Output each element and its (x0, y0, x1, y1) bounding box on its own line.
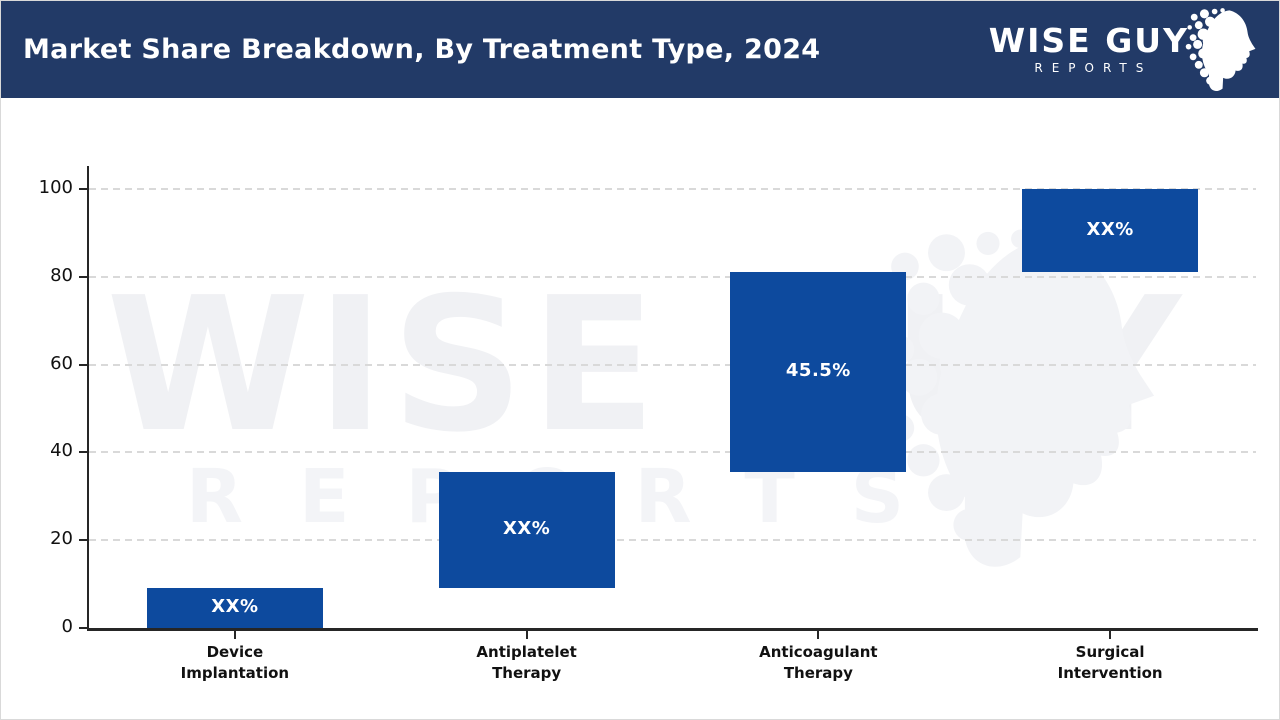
logo-subtitle: REPORTS (1034, 61, 1153, 75)
y-tick-mark (79, 188, 87, 190)
x-tick-mark (1109, 631, 1112, 639)
category-label-line: Device (206, 643, 264, 661)
category-label-line: Antiplatelet (476, 643, 577, 661)
gridline-60 (89, 363, 1256, 366)
y-tick-label: 20 (50, 528, 73, 550)
logo-wordmark: WISE GUY REPORTS (989, 24, 1189, 75)
bar-value-label: XX% (502, 518, 551, 540)
y-tick-mark (79, 363, 87, 366)
category-label: Anticoagulant Therapy (708, 642, 928, 684)
gridline-20 (89, 539, 1256, 542)
category-label: Antiplatelet Therapy (417, 642, 637, 684)
x-tick-mark (233, 631, 236, 639)
page-title: Market Share Breakdown, By Treatment Typ… (23, 34, 821, 65)
y-tick-label: 60 (50, 352, 73, 374)
y-tick-mark (79, 627, 87, 629)
bar-segment (146, 588, 323, 628)
y-tick-label: 40 (50, 440, 73, 462)
y-tick-label: 80 (50, 264, 73, 286)
gridline-100 (89, 188, 1256, 190)
x-tick-mark (525, 631, 528, 639)
category-label: Surgical Intervention (1000, 642, 1220, 684)
bar-segment (438, 472, 615, 589)
y-tick-mark (79, 451, 87, 454)
x-tick-mark (817, 631, 820, 639)
bar-value-label: 45.5% (785, 360, 851, 382)
y-axis-line (87, 166, 89, 631)
category-label-line: Implantation (180, 664, 290, 682)
gridline-80 (89, 275, 1256, 278)
category-label: Device Implantation (125, 642, 345, 684)
category-label-line: Anticoagulant (759, 643, 878, 661)
y-tick-mark (79, 539, 87, 542)
y-tick-label: 100 (38, 177, 73, 198)
dotted-head-icon (1185, 8, 1256, 91)
bar-value-label: XX% (211, 596, 259, 618)
category-label-line: Surgical (1075, 643, 1145, 661)
y-tick-mark (79, 275, 87, 278)
header-banner: Market Share Breakdown, By Treatment Typ… (1, 1, 1279, 98)
category-label-line: Intervention (1057, 664, 1163, 682)
x-axis-line (87, 628, 1258, 631)
wise-guy-logo: WISE GUY REPORTS (989, 7, 1259, 92)
category-label-line: Therapy (783, 664, 853, 682)
gridline-40 (89, 451, 1256, 454)
y-tick-label: 0 (61, 616, 73, 637)
logo-title: WISE GUY (988, 21, 1189, 60)
category-label-line: Therapy (492, 664, 562, 682)
bar-value-label: XX% (1086, 218, 1134, 240)
